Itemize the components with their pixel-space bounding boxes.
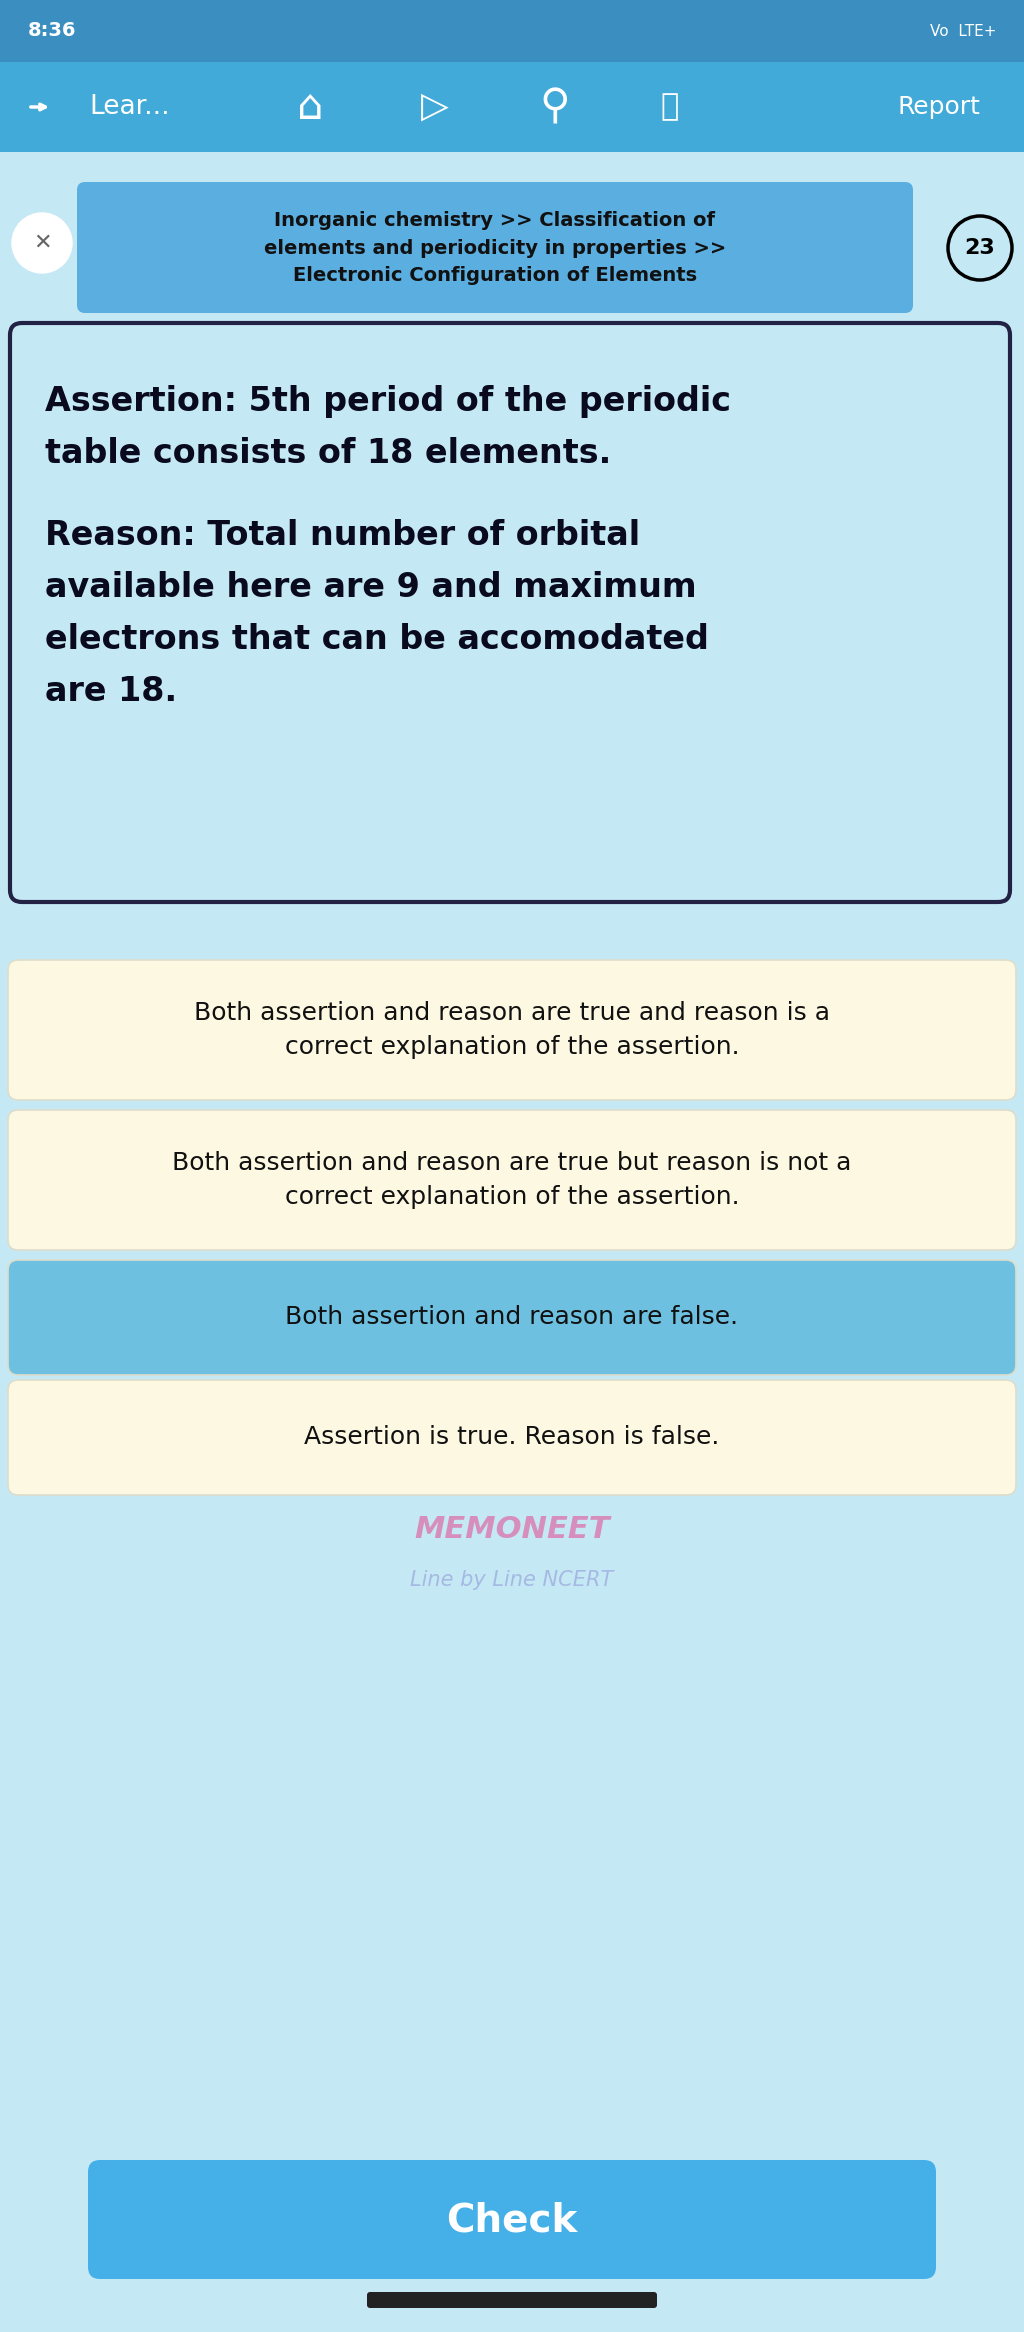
FancyBboxPatch shape	[8, 1110, 1016, 1250]
Text: available here are 9 and maximum: available here are 9 and maximum	[45, 571, 696, 604]
FancyBboxPatch shape	[88, 2159, 936, 2278]
Bar	[0, 63, 1024, 152]
Text: MEMONEET: MEMONEET	[415, 1516, 609, 1544]
Text: Report: Report	[897, 96, 980, 119]
FancyBboxPatch shape	[8, 1381, 1016, 1495]
Text: Lear...: Lear...	[90, 93, 170, 119]
FancyBboxPatch shape	[8, 1259, 1016, 1376]
FancyBboxPatch shape	[10, 324, 1010, 902]
Text: ▷: ▷	[421, 91, 449, 124]
Bar	[0, 0, 1024, 63]
Text: Check: Check	[446, 2201, 578, 2239]
Text: Assertion: 5th period of the periodic: Assertion: 5th period of the periodic	[45, 385, 731, 417]
Text: Assertion is true. Reason is false.: Assertion is true. Reason is false.	[304, 1425, 720, 1451]
Text: are 18.: are 18.	[45, 674, 177, 709]
Text: Inorganic chemistry >> Classification of
elements and periodicity in properties : Inorganic chemistry >> Classification of…	[264, 212, 726, 285]
Text: ✕: ✕	[33, 233, 51, 252]
Circle shape	[12, 212, 72, 273]
Text: Line by Line NCERT: Line by Line NCERT	[411, 1569, 613, 1590]
Text: Both assertion and reason are true and reason is a
correct explanation of the as: Both assertion and reason are true and r…	[194, 1000, 830, 1059]
Text: electrons that can be accomodated: electrons that can be accomodated	[45, 623, 709, 655]
Text: 8:36: 8:36	[28, 21, 77, 40]
Text: Both assertion and reason are true but reason is not a
correct explanation of th: Both assertion and reason are true but r…	[172, 1150, 852, 1210]
Text: ⬜: ⬜	[660, 93, 679, 121]
Text: ⌂: ⌂	[297, 86, 324, 128]
FancyBboxPatch shape	[367, 2292, 657, 2309]
Text: Both assertion and reason are false.: Both assertion and reason are false.	[286, 1306, 738, 1329]
FancyBboxPatch shape	[8, 961, 1016, 1101]
Text: 23: 23	[965, 238, 995, 259]
Text: Reason: Total number of orbital: Reason: Total number of orbital	[45, 520, 640, 553]
FancyBboxPatch shape	[77, 182, 913, 312]
Text: Vo  LTE+: Vo LTE+	[930, 23, 996, 40]
Text: table consists of 18 elements.: table consists of 18 elements.	[45, 436, 611, 471]
Text: ⚲: ⚲	[540, 86, 570, 128]
